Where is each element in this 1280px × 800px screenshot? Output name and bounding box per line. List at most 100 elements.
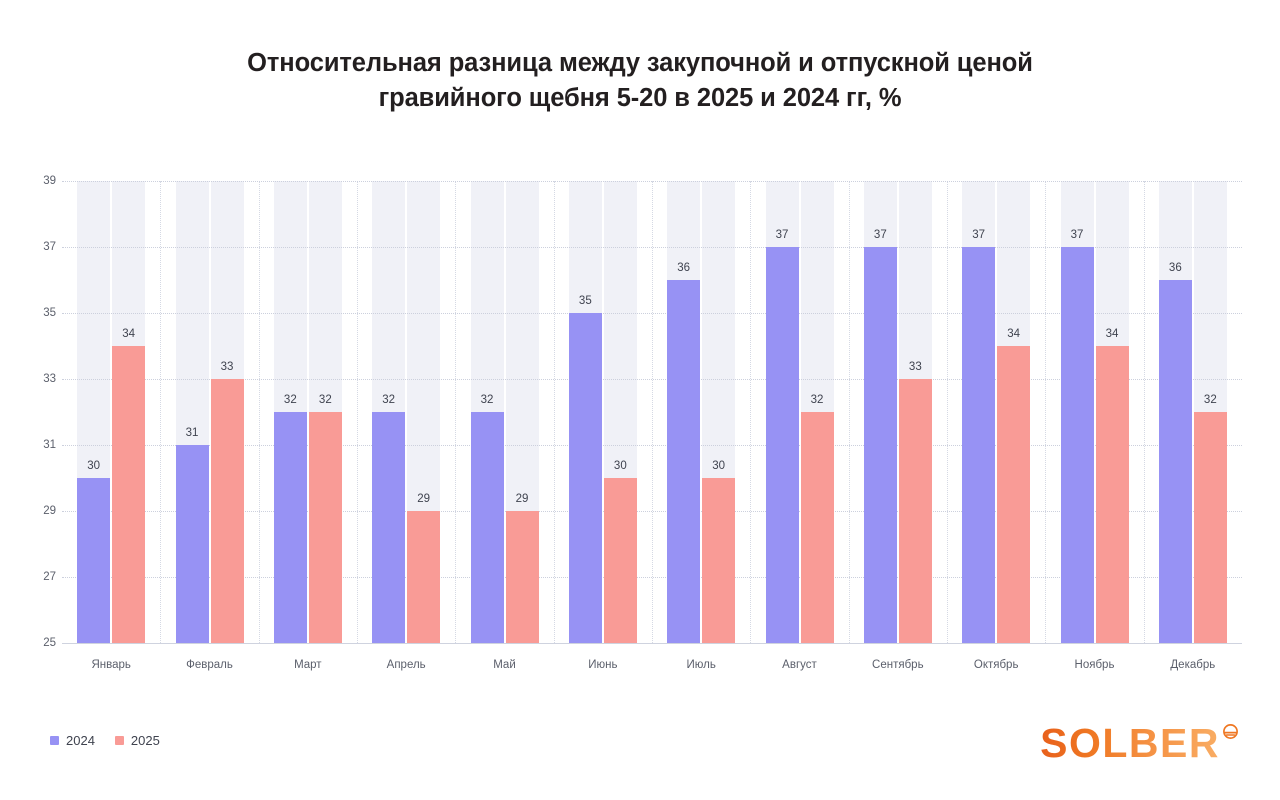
x-axis-tick-Ноябрь: Ноябрь: [1074, 659, 1115, 671]
gridline: [62, 643, 1242, 644]
legend-label: 2024: [66, 733, 95, 748]
gridline: [62, 313, 1242, 314]
x-axis-tick-Январь: Январь: [91, 659, 131, 671]
bar-2024-Февраль[interactable]: [175, 445, 209, 643]
bar-value-label: 35: [578, 295, 592, 307]
bar-value-label: 34: [1007, 328, 1021, 340]
bar-value-label: 34: [122, 328, 136, 340]
category-separator: [750, 181, 752, 643]
gridline: [62, 577, 1242, 578]
category-separator: [160, 181, 162, 643]
bar-2024-Март[interactable]: [273, 412, 307, 643]
legend-swatch-icon: [114, 736, 124, 745]
bar-2024-Август[interactable]: [765, 247, 799, 643]
bar-2024-Май[interactable]: [470, 412, 504, 643]
x-axis-tick-Декабрь: Декабрь: [1170, 659, 1216, 671]
category-separator: [848, 181, 850, 643]
bar-2024-Декабрь[interactable]: [1158, 280, 1192, 643]
bar-value-label: 32: [480, 394, 494, 406]
bar-2025-Май[interactable]: [505, 511, 539, 643]
y-axis-tick-label: 29: [43, 505, 56, 517]
bar-value-label: 37: [873, 229, 887, 241]
x-axis-tick-Октябрь: Октябрь: [973, 659, 1019, 671]
legend-item-2025[interactable]: 2025: [114, 733, 160, 748]
bar-value-label: 37: [775, 229, 789, 241]
bar-value-label: 29: [515, 493, 529, 505]
chart-title-line-1: Относительная разница между закупочной и…: [247, 49, 1033, 77]
x-axis-tick-Август: Август: [782, 659, 817, 671]
plot-area: 30 34 31 33 32 32 32 29 32 29 35 30 36 30 37 32 37 33 37 34…: [62, 181, 1242, 671]
bar-2025-Апрель[interactable]: [407, 511, 441, 643]
x-axis-tick-Июль: Июль: [686, 659, 716, 671]
bar-2024-Июнь[interactable]: [568, 313, 602, 643]
y-axis-tick-label: 33: [43, 373, 56, 385]
bar-value-label: 30: [87, 460, 101, 472]
bar-2024-Июль[interactable]: [667, 280, 701, 643]
bar-2025-Август[interactable]: [800, 412, 834, 643]
bar-2024-Октябрь[interactable]: [962, 247, 996, 643]
bar-value-label: 37: [1070, 229, 1084, 241]
gridline: [62, 379, 1242, 380]
bar-2025-Июль[interactable]: [702, 478, 736, 643]
category-separator: [1045, 181, 1047, 643]
bar-value-label: 34: [1105, 328, 1119, 340]
legend-item-2024[interactable]: 2024: [50, 733, 95, 748]
sun-horizon-icon: [1223, 724, 1238, 744]
chart-title: Относительная разница между закупочной и…: [0, 46, 1280, 116]
bar-value-label: 32: [810, 394, 824, 406]
bar-value-label: 29: [417, 493, 431, 505]
bar-2024-Ноябрь[interactable]: [1060, 247, 1094, 643]
bar-value-label: 32: [1203, 394, 1217, 406]
bar-2025-Март[interactable]: [308, 412, 342, 643]
category-separator: [553, 181, 555, 643]
y-axis-tick-label: 27: [43, 571, 56, 583]
gridline: [62, 511, 1242, 512]
category-separator: [1143, 181, 1145, 643]
y-axis-tick-label: 37: [43, 241, 56, 253]
legend: 2024 2025: [50, 733, 160, 748]
y-axis-tick-label: 31: [43, 439, 56, 451]
bar-value-label: 31: [185, 427, 199, 439]
x-axis-tick-Май: Май: [493, 659, 516, 671]
x-axis-tick-Апрель: Апрель: [386, 659, 426, 671]
x-axis-tick-Февраль: Февраль: [186, 659, 233, 671]
y-axis-tick-label: 25: [43, 637, 56, 649]
bar-2025-Январь[interactable]: [112, 346, 146, 643]
brand-wordmark: SOLBER: [1040, 720, 1220, 766]
bar-value-label: 33: [908, 361, 922, 373]
y-axis-tick-label: 35: [43, 307, 56, 319]
brand-logo: SOLBER: [1040, 722, 1238, 764]
x-axis-tick-Сентябрь: Сентябрь: [872, 659, 924, 671]
bar-value-label: 36: [677, 262, 691, 274]
bar-value-label: 33: [220, 361, 234, 373]
x-axis-tick-Июнь: Июнь: [588, 659, 618, 671]
bar-value-label: 30: [712, 460, 726, 472]
bar-2025-Ноябрь[interactable]: [1095, 346, 1129, 643]
bar-value-label: 37: [972, 229, 986, 241]
bar-2024-Январь[interactable]: [77, 478, 111, 643]
bar-2025-Декабрь[interactable]: [1193, 412, 1227, 643]
bar-2025-Июнь[interactable]: [603, 478, 637, 643]
category-separator: [357, 181, 358, 643]
bar-value-label: 32: [283, 394, 297, 406]
bar-value-label: 36: [1168, 262, 1182, 274]
bar-2025-Февраль[interactable]: [210, 379, 244, 643]
legend-swatch-icon: [50, 736, 59, 745]
bar-2025-Сентябрь[interactable]: [898, 379, 932, 643]
chart-area: 30 34 31 33 32 32 32 29 32 29 35 30 36 30 37 32 37 33 37 34…: [0, 170, 1280, 680]
category-separator: [947, 181, 948, 643]
gridline: [62, 445, 1242, 446]
category-separator: [652, 181, 653, 643]
gridline: [62, 181, 1242, 182]
bar-2024-Сентябрь[interactable]: [863, 247, 897, 643]
category-separator: [258, 181, 260, 643]
bar-value-label: 32: [318, 394, 332, 406]
bar-value-label: 30: [613, 460, 627, 472]
y-axis-tick-label: 39: [43, 175, 56, 187]
legend-label: 2025: [130, 733, 160, 748]
bar-2025-Октябрь[interactable]: [997, 346, 1031, 643]
bar-value-label: 32: [382, 394, 396, 406]
chart-title-line-2: гравийного щебня 5-20 в 2025 и 2024 гг, …: [378, 84, 902, 112]
category-separator: [455, 181, 457, 643]
bar-2024-Апрель[interactable]: [372, 412, 406, 643]
